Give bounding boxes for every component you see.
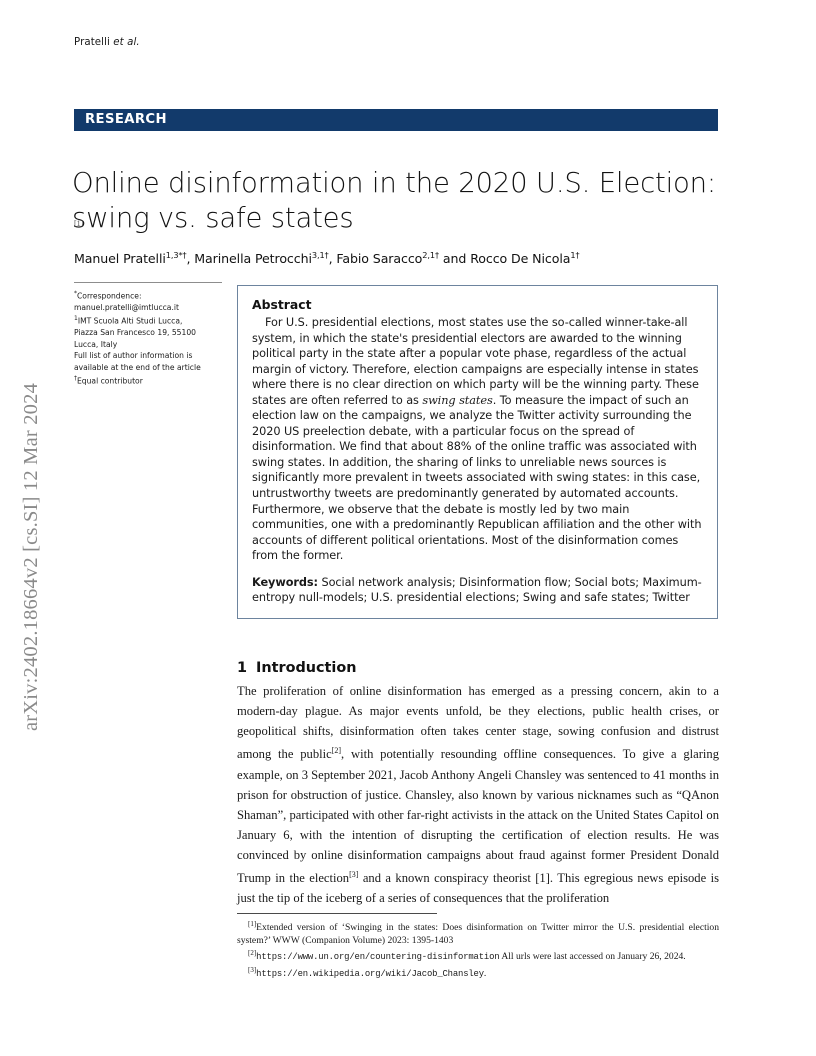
footnotes-block: [1]Extended version of ‘Swinging in the …	[237, 918, 719, 981]
footnote-item: [2]https://www.un.org/en/countering-disi…	[237, 947, 719, 964]
author-name: Rocco De Nicola	[470, 251, 571, 267]
abstract-italic-term: swing states	[422, 393, 493, 407]
abstract-heading: Abstract	[252, 297, 312, 312]
research-banner: RESEARCH	[74, 109, 718, 131]
running-head-etal: et al.	[113, 37, 140, 48]
author-affiliation-marks: 2,1†	[422, 250, 439, 260]
abstract-box: Abstract For U.S. presidential elections…	[237, 285, 718, 619]
footnote-marker: [1]	[248, 920, 257, 928]
footnote-ref-3[interactable]: [3]	[349, 870, 359, 880]
correspondence-rule	[74, 282, 222, 283]
footnote-url[interactable]: https://www.un.org/en/countering-disinfo…	[256, 952, 500, 963]
footnote-url[interactable]: https://en.wikipedia.org/wiki/Jacob_Chan…	[256, 969, 484, 980]
footnote-marker: [2]	[248, 949, 257, 958]
page-title: Online disinformation in the 2020 U.S. E…	[72, 167, 716, 235]
keywords-label: Keywords:	[252, 575, 318, 589]
footnote-marker: [3]	[248, 966, 257, 975]
research-banner-label: RESEARCH	[85, 112, 167, 127]
correspondence-text: *Correspondence: manuel.pratelli@imtlucca…	[74, 290, 201, 386]
author-line: Manuel Pratelli1,3*†, Marinella Petrocch…	[74, 250, 580, 267]
author-affiliation-marks: 1,3*†	[165, 250, 187, 260]
correspondence-block: *Correspondence: manuel.pratelli@imtlucca…	[74, 282, 222, 387]
author-affiliation-marks: 3,1†	[311, 250, 329, 260]
abstract-body: For U.S. presidential elections, most st…	[252, 316, 702, 563]
author-affiliation-marks: 1†	[570, 250, 580, 260]
author-name: Fabio Saracco	[336, 251, 423, 267]
section-heading-introduction: 1 Introduction	[237, 660, 357, 676]
title-footnote-mark: [1]	[74, 219, 84, 228]
author-name: Marinella Petrocchi	[194, 251, 312, 267]
footnote-text: All urls were last accessed on January 2…	[499, 951, 686, 963]
running-head-author: Pratelli	[74, 37, 110, 48]
footnote-item: [1]Extended version of ‘Swinging in the …	[237, 918, 719, 947]
footnote-text: .	[483, 968, 487, 980]
footnote-ref-2[interactable]: [2]	[331, 746, 342, 756]
footnote-separator	[237, 913, 437, 914]
section-number: 1	[237, 660, 248, 676]
running-head: Pratelli et al.	[74, 37, 140, 48]
footnote-text: Extended version of ‘Swinging in the sta…	[237, 922, 719, 946]
author-name: Manuel Pratelli	[74, 251, 166, 267]
section-title: Introduction	[256, 660, 357, 676]
keywords-text: Social network analysis; Disinformation …	[252, 575, 702, 605]
section-body-introduction: The proliferation of online disinformati…	[237, 684, 719, 906]
keywords-block: Keywords: Social network analysis; Disin…	[252, 575, 703, 606]
footnote-item: [3]https://en.wikipedia.org/wiki/Jacob_C…	[237, 964, 719, 981]
